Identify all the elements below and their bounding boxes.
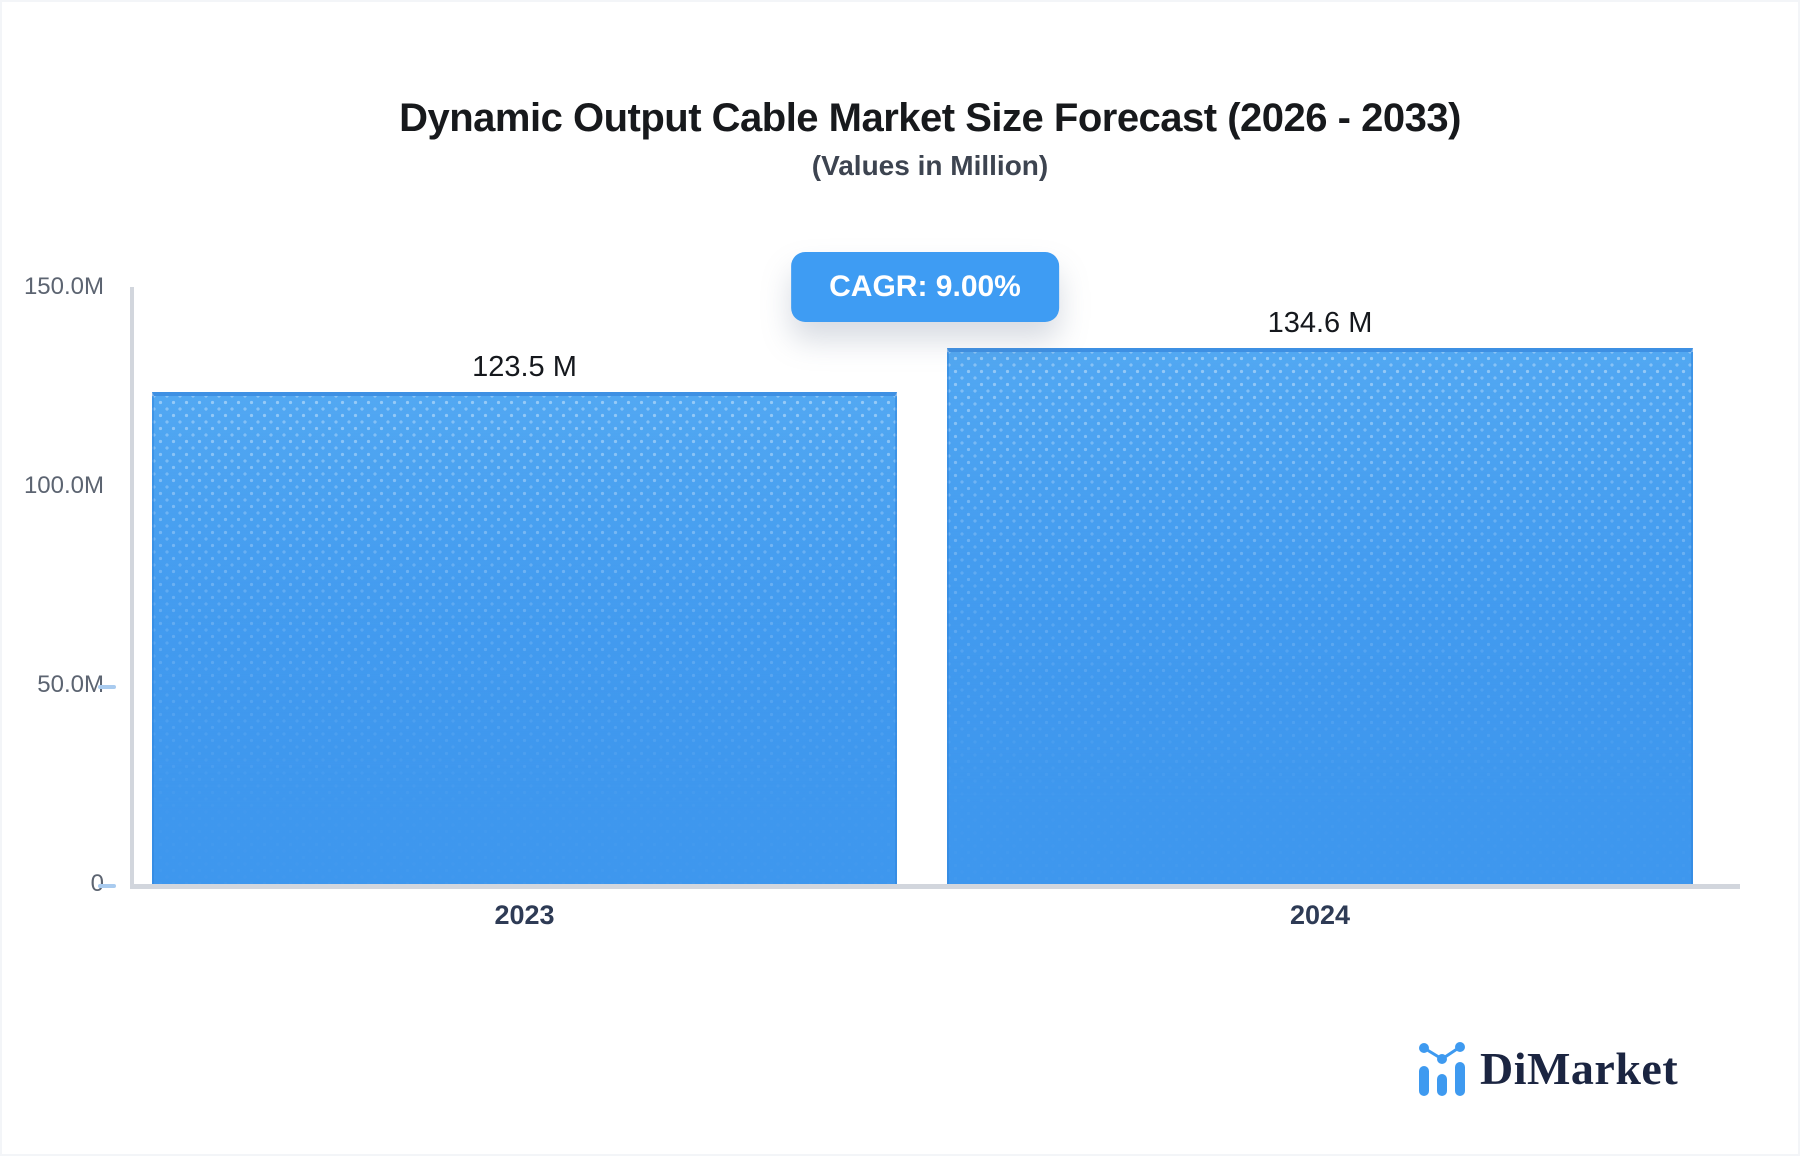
y-tick-dash [98, 685, 116, 689]
y-axis-line [130, 287, 134, 888]
y-tick-dash [98, 884, 116, 888]
x-axis-label-2023: 2023 [494, 900, 555, 930]
y-tick-label: 100.0M [23, 472, 104, 499]
bar-2024[interactable] [947, 348, 1693, 884]
chart-title: Dynamic Output Cable Market Size Forecas… [399, 96, 1461, 140]
bar-group-2023: 123.5 M [152, 351, 897, 884]
y-tick-label: 50.0M [37, 671, 104, 698]
x-axis-line [130, 884, 1740, 889]
bar-chart-logo-icon [1419, 1042, 1465, 1096]
x-axis-label-2024: 2024 [1289, 900, 1351, 930]
bar-value-label: 134.6 M [1267, 307, 1373, 339]
bar-2023[interactable] [152, 392, 897, 884]
y-tick-label: 0 [90, 870, 104, 897]
bar-group-2024: 134.6 M [947, 307, 1693, 884]
chart-subtitle: (Values in Million) [811, 150, 1049, 181]
y-tick-label: 150.0M [23, 273, 104, 300]
cagr-badge: CAGR: 9.00% [791, 252, 1059, 322]
bar-value-label: 123.5 M [472, 351, 577, 383]
brand-logo: DiMarket [1416, 1040, 1678, 1096]
brand-name: DiMarket [1480, 1042, 1679, 1094]
